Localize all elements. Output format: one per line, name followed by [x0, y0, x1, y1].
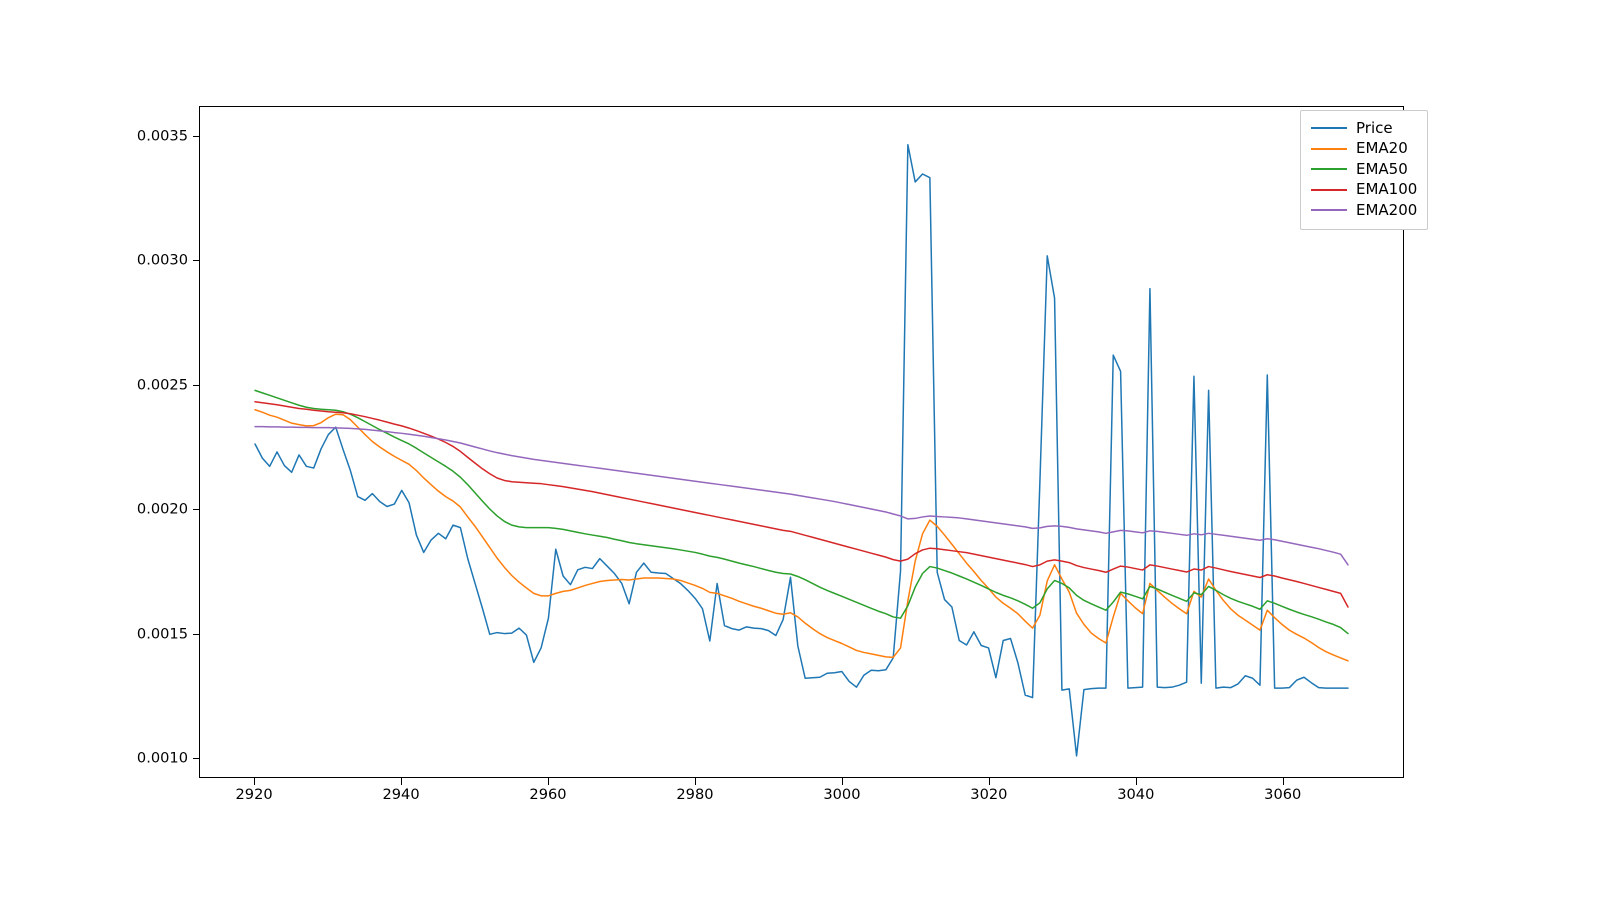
- x-tick-label: 2960: [529, 786, 567, 803]
- y-tick-label: 0.0025: [136, 376, 188, 394]
- legend-color-swatch: [1311, 147, 1347, 150]
- legend-color-swatch: [1311, 127, 1347, 130]
- legend-label: EMA20: [1356, 139, 1408, 158]
- y-tick-label: 0.0030: [136, 251, 188, 269]
- y-tick-mark: [192, 135, 199, 137]
- x-tick-label: 2920: [235, 786, 273, 803]
- x-tick-mark: [254, 778, 256, 785]
- legend-color-swatch: [1311, 209, 1347, 212]
- legend-label: EMA50: [1356, 159, 1408, 178]
- legend-item-price[interactable]: Price: [1311, 118, 1417, 139]
- y-tick-label: 0.0035: [136, 127, 188, 145]
- legend-item-ema20[interactable]: EMA20: [1311, 139, 1417, 160]
- y-tick-mark: [192, 260, 199, 262]
- plot-area: [199, 106, 1404, 778]
- legend-label: EMA200: [1356, 200, 1418, 219]
- x-tick-mark: [694, 778, 697, 785]
- series-line-price: [255, 145, 1348, 756]
- x-tick-label: 2940: [382, 786, 420, 803]
- x-tick-mark: [1135, 778, 1137, 785]
- legend: Price EMA20 EMA50 EMA100 EMA200: [1300, 110, 1429, 230]
- y-tick-mark: [192, 384, 199, 386]
- series-line-ema100: [255, 402, 1348, 607]
- x-tick-mark: [1282, 778, 1284, 785]
- x-tick-mark: [548, 778, 550, 785]
- legend-label: EMA100: [1356, 180, 1418, 199]
- y-tick-label: 0.0010: [136, 749, 188, 767]
- x-tick-label: 3040: [1117, 786, 1155, 803]
- plot-lines: [200, 107, 1403, 777]
- legend-item-ema200[interactable]: EMA200: [1311, 200, 1417, 221]
- y-tick-mark: [192, 509, 199, 511]
- legend-item-ema100[interactable]: EMA100: [1311, 180, 1417, 201]
- x-tick-mark: [401, 778, 403, 785]
- x-tick-mark: [841, 778, 843, 785]
- series-line-ema200: [255, 427, 1348, 565]
- legend-label: Price: [1356, 118, 1393, 137]
- legend-color-swatch: [1311, 168, 1347, 171]
- x-tick-label: 3000: [823, 786, 861, 803]
- x-tick-mark: [988, 778, 990, 785]
- x-tick-label: 3020: [970, 786, 1008, 803]
- y-tick-mark: [192, 633, 199, 635]
- y-tick-label: 0.0020: [136, 500, 188, 518]
- y-tick-mark: [192, 758, 199, 760]
- series-line-ema50: [255, 390, 1348, 633]
- legend-color-swatch: [1311, 188, 1347, 191]
- x-tick-label: 2980: [676, 786, 714, 803]
- legend-item-ema50[interactable]: EMA50: [1311, 159, 1417, 180]
- series-line-ema20: [255, 410, 1348, 661]
- y-tick-label: 0.0015: [136, 625, 188, 643]
- x-tick-label: 3060: [1264, 786, 1302, 803]
